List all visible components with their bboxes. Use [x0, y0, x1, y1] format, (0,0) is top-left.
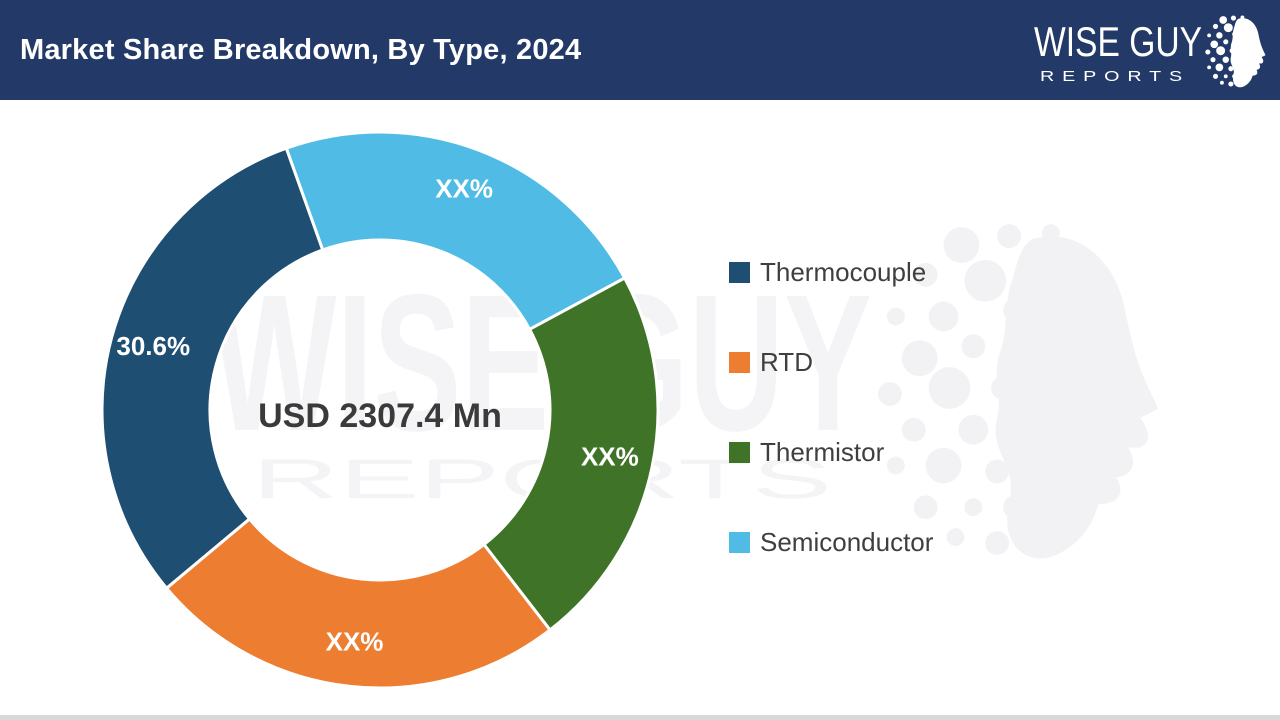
legend-label-semiconductor: Semiconductor — [760, 527, 934, 557]
chart-area: WISE GUY REPORTS XX%XX%XX%30.6% USD 2307… — [0, 100, 1280, 715]
donut-slice-labels: XX% XX% XX% 30.6% — [116, 173, 638, 656]
logo-subtext: REPORTS — [1040, 68, 1190, 85]
slice-label-semiconductor: XX% — [435, 173, 493, 203]
logo-wordmark: WISE GUY — [1034, 18, 1202, 65]
slice-thermocouple — [100, 146, 325, 591]
bottom-border — [0, 715, 1280, 720]
wise-guy-reports-logo: WISE GUY REPORTS — [1034, 15, 1266, 88]
legend-label-thermocouple: Thermocouple — [760, 257, 927, 287]
legend-swatch-thermocouple — [729, 261, 750, 283]
legend-label-rtd: RTD — [760, 347, 813, 377]
slice-label-thermocouple: 30.6% — [116, 331, 190, 361]
legend-item-thermocouple: Thermocouple — [729, 257, 933, 287]
legend-label-thermistor: Thermistor — [760, 437, 885, 467]
legend-swatch-rtd — [729, 351, 750, 373]
legend-item-thermistor: Thermistor — [729, 437, 933, 467]
logo-face-icon — [1205, 15, 1266, 88]
slice-semiconductor — [284, 130, 627, 332]
slice-label-rtd: XX% — [326, 626, 384, 656]
legend-swatch-semiconductor — [729, 531, 750, 553]
slice-rtd — [164, 516, 553, 690]
donut-slices — [100, 130, 660, 690]
legend-swatch-thermistor — [729, 441, 750, 463]
donut-chart: XX% XX% XX% 30.6% USD 2307.4 Mn — [100, 130, 660, 690]
header-bar: Market Share Breakdown, By Type, 2024 WI… — [0, 0, 1280, 100]
slice-label-thermistor: XX% — [581, 442, 639, 472]
legend: Thermocouple RTD Thermistor Semiconductor — [729, 257, 933, 617]
slice-thermistor — [481, 276, 660, 633]
donut-center-value: USD 2307.4 Mn — [258, 397, 502, 435]
legend-item-rtd: RTD — [729, 347, 933, 377]
legend-item-semiconductor: Semiconductor — [729, 527, 933, 557]
page-title: Market Share Breakdown, By Type, 2024 — [20, 33, 582, 66]
